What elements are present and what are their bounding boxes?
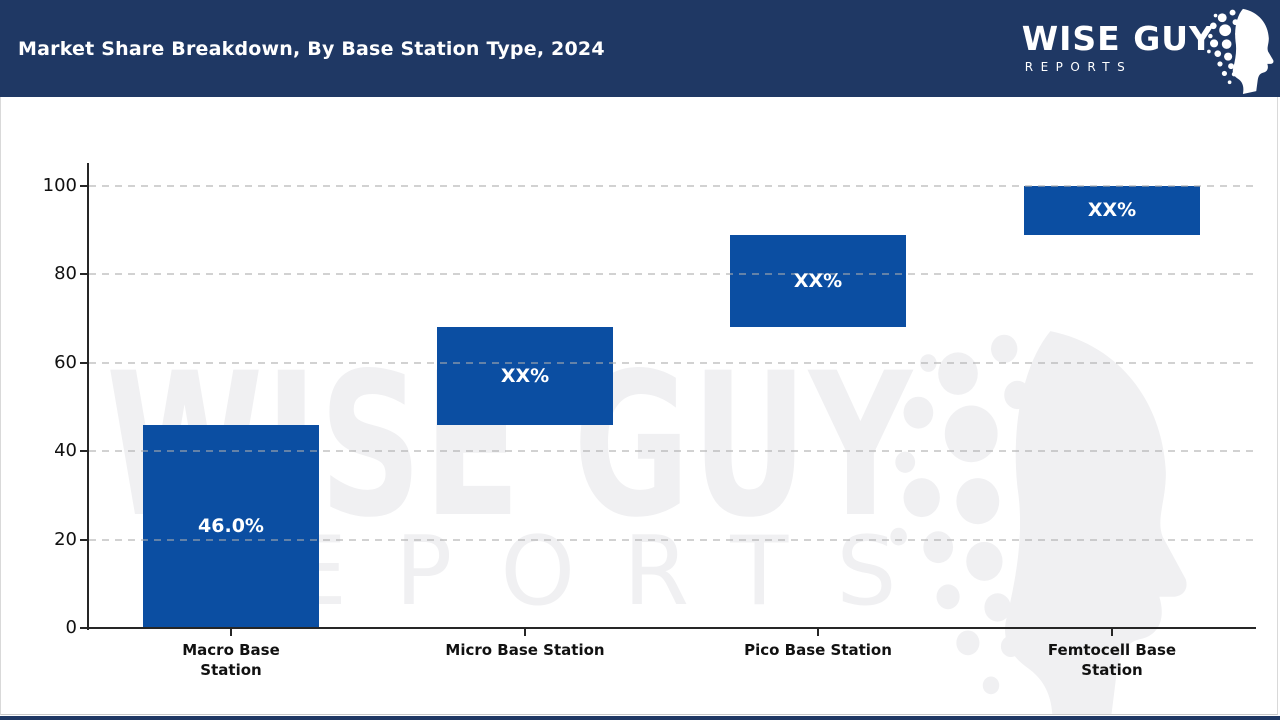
footer-bar (0, 716, 1280, 720)
y-tick-label: 20 (54, 528, 77, 550)
bar-value-label: 46.0% (198, 515, 264, 538)
y-tick-label: 80 (54, 263, 77, 285)
y-tick-label: 100 (42, 175, 77, 196)
x-tick (1111, 628, 1113, 636)
wise-guy-reports-logo: WISE GUY REPORTS (1022, 4, 1274, 94)
chart-title: Market Share Breakdown, By Base Station … (18, 37, 605, 60)
y-tick-label: 60 (54, 351, 77, 373)
gridline (89, 361, 1259, 364)
bar-pico-base-station (730, 234, 906, 328)
bar-macro-base-station (143, 424, 319, 628)
x-tick (524, 628, 526, 636)
bar-value-label: XX% (500, 365, 550, 388)
x-axis-line (87, 627, 1256, 629)
y-tick (80, 627, 89, 629)
bar-value-label: XX% (793, 270, 843, 293)
x-axis-label-micro-base-station: Micro Base Station (445, 641, 605, 659)
x-tick (817, 628, 819, 636)
bar-femtocell-base-station (1024, 186, 1200, 235)
gridline (89, 185, 1259, 187)
plot-area: 46.0% Macro Base Station XX% Micro Base Sta… (1, 97, 1277, 714)
y-tick (80, 538, 89, 541)
logo-subtext: REPORTS (1024, 60, 1133, 74)
gridline (89, 273, 1259, 276)
gridline (89, 450, 1259, 453)
x-tick (230, 628, 232, 636)
bar-value-label: XX% (1087, 199, 1137, 222)
header-bar: Market Share Breakdown, By Base Station … (0, 0, 1280, 97)
chart-area: WISE GUY REPORTS 46.0% Macro Base Station… (0, 97, 1278, 715)
logo-head-icon (1207, 8, 1274, 94)
y-tick-label: 0 (65, 617, 77, 638)
x-axis-label-macro-base-station: Macro Base Station (182, 641, 280, 680)
logo-wordmark: WISE GUY (1021, 19, 1214, 58)
y-axis-line (87, 163, 89, 630)
x-axis-label-pico-base-station: Pico Base Station (744, 641, 892, 659)
y-tick (80, 273, 89, 276)
logo-text: WISE GUY REPORTS (1022, 22, 1214, 74)
bar-micro-base-station (437, 327, 613, 425)
y-tick (80, 450, 89, 453)
watermark-head-icon (890, 331, 1187, 714)
y-tick (80, 185, 89, 187)
y-tick (80, 361, 89, 364)
y-tick-label: 40 (54, 440, 77, 462)
x-axis-label-femtocell-base-station: Femtocell Base Station (1047, 641, 1177, 680)
gridline (89, 538, 1259, 541)
